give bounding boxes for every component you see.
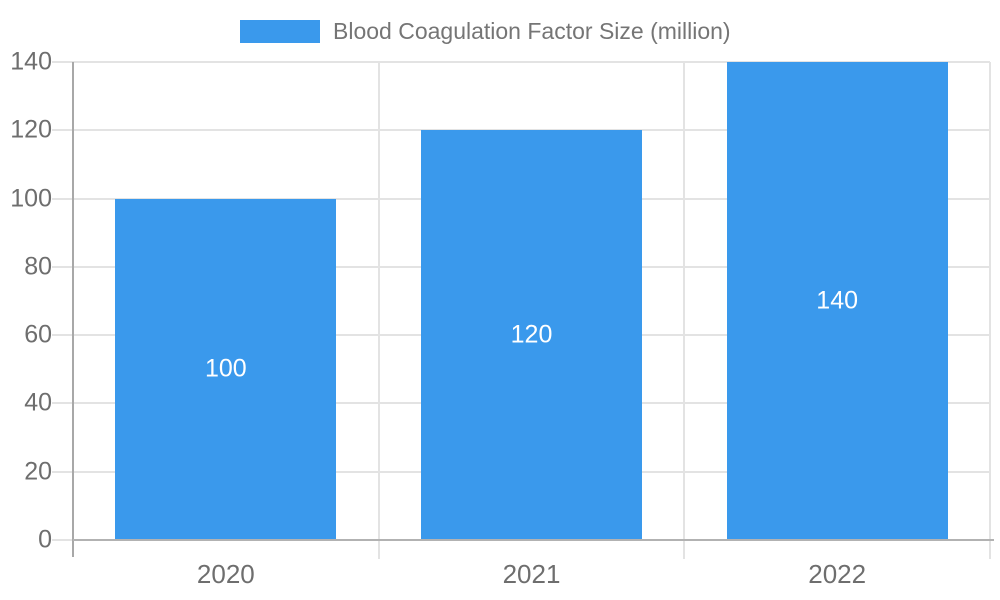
gridline-vertical (377, 62, 380, 559)
x-tick-label: 2020 (196, 559, 255, 589)
gridline-horizontal (73, 61, 990, 63)
x-tick-label: 2021 (502, 559, 561, 589)
bar (421, 130, 642, 540)
bar-value-label: 140 (816, 286, 859, 315)
y-axis-tick (52, 265, 73, 268)
y-axis-tick (52, 539, 73, 541)
y-axis-tick (52, 334, 73, 337)
y-tick-label: 0 (38, 525, 52, 554)
y-axis-tick (52, 470, 73, 473)
y-axis-tick (52, 61, 73, 63)
gridline-vertical (989, 62, 991, 559)
y-tick-label: 100 (10, 184, 52, 213)
legend-label: Blood Coagulation Factor Size (million) (333, 18, 731, 44)
y-axis-tick (52, 129, 73, 132)
bar-value-label: 100 (204, 354, 247, 383)
y-tick-label: 80 (24, 252, 52, 281)
y-tick-label: 40 (24, 388, 52, 417)
y-tick-label: 60 (24, 320, 52, 349)
y-axis-tick (52, 197, 73, 200)
y-tick-label: 140 (10, 47, 52, 76)
bar (115, 198, 337, 540)
x-axis-line (73, 539, 994, 541)
y-tick-label: 120 (10, 115, 52, 144)
y-axis-line (72, 62, 74, 557)
bar (726, 62, 948, 540)
legend-item[interactable]: Blood Coagulation Factor Size (million) (240, 20, 731, 43)
legend-marker (240, 20, 320, 43)
gridline-vertical (683, 62, 686, 559)
x-tick-label: 2022 (808, 559, 867, 589)
y-axis-tick (52, 402, 73, 405)
bar-value-label: 120 (510, 320, 553, 349)
y-tick-label: 20 (24, 457, 52, 486)
